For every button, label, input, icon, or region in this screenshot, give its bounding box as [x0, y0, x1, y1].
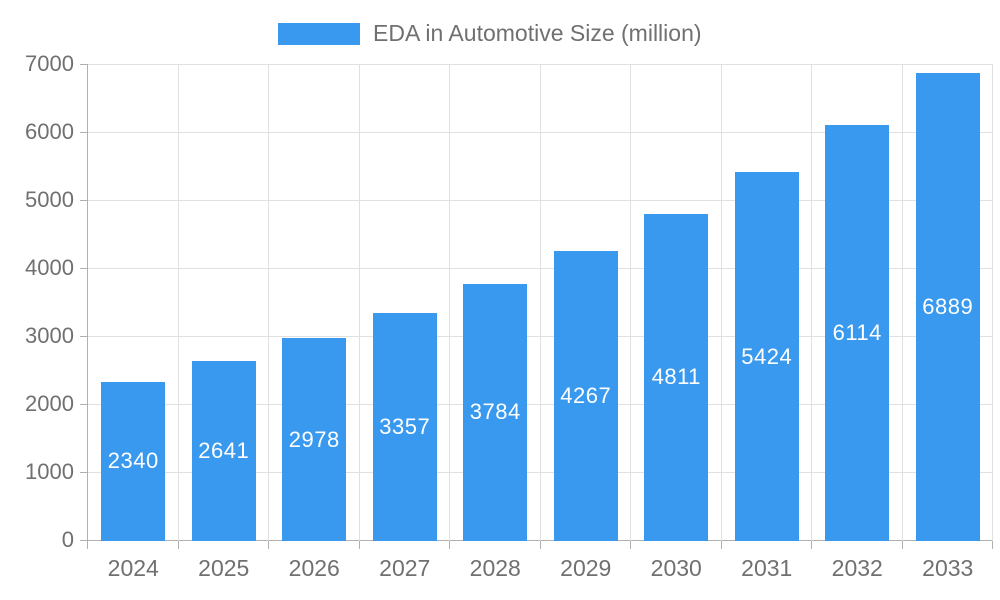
- y-axis-line: [87, 65, 88, 541]
- x-axis-tick-label: 2027: [379, 555, 431, 581]
- bar-value-label: 5424: [741, 343, 793, 369]
- y-axis-tick-label: 5000: [25, 187, 74, 212]
- x-axis-tick: [177, 541, 179, 549]
- y-axis-tick-label: 7000: [25, 51, 74, 76]
- x-axis-tick-label: 2028: [469, 555, 521, 581]
- gridline-vertical: [177, 65, 179, 541]
- y-axis-tick: [80, 200, 88, 201]
- legend-item[interactable]: EDA in Automotive Size (million): [278, 20, 702, 47]
- gridline-vertical: [539, 65, 541, 541]
- gridline-vertical: [449, 65, 450, 541]
- x-axis-tick: [87, 541, 88, 549]
- y-axis-tick: [80, 472, 88, 473]
- x-axis-tick: [720, 541, 722, 549]
- x-axis-tick: [811, 541, 812, 549]
- bar-value-label: 4267: [560, 382, 612, 408]
- bar-2025[interactable]: 2641: [191, 361, 256, 541]
- x-axis-tick-label: 2030: [650, 555, 702, 581]
- x-axis-line: [88, 540, 993, 541]
- bar-2024[interactable]: 2340: [101, 381, 166, 541]
- gridline-horizontal: [88, 200, 993, 201]
- bar-value-label: 2978: [288, 426, 340, 452]
- y-axis-tick: [80, 268, 88, 269]
- gridline-horizontal: [88, 268, 993, 269]
- bar-value-label: 6889: [922, 293, 974, 319]
- x-axis-tick: [901, 541, 903, 549]
- y-axis-tick: [80, 404, 88, 405]
- x-axis-tick-label: 2031: [741, 555, 793, 581]
- x-axis-tick: [992, 541, 993, 549]
- legend-swatch-icon: [278, 22, 360, 45]
- gridline-vertical: [901, 65, 903, 541]
- gridline-vertical: [630, 65, 631, 541]
- x-axis-tick: [268, 541, 269, 549]
- y-axis-tick-label: 6000: [25, 119, 74, 144]
- bar-2031[interactable]: 5424: [734, 172, 799, 541]
- y-axis-tick-label: 3000: [25, 323, 74, 348]
- bar-2027[interactable]: 3357: [372, 312, 437, 541]
- y-axis-tick: [80, 336, 88, 337]
- x-axis-tick-label: 2026: [288, 555, 340, 581]
- x-axis-tick-label: 2029: [560, 555, 612, 581]
- x-axis-tick-label: 2033: [922, 555, 974, 581]
- gridline-vertical: [268, 65, 269, 541]
- y-axis-tick-label: 1000: [25, 459, 74, 484]
- x-axis-tick-label: 2032: [831, 555, 883, 581]
- gridline-vertical: [358, 65, 360, 541]
- gridline-horizontal: [88, 336, 993, 337]
- bar-2026[interactable]: 2978: [282, 338, 347, 541]
- x-axis-tick: [539, 541, 541, 549]
- x-axis-tick: [630, 541, 631, 549]
- y-axis-tick-label: 0: [61, 527, 74, 552]
- x-axis-tick-label: 2025: [198, 555, 250, 581]
- gridline-horizontal: [88, 132, 993, 133]
- x-axis-tick: [358, 541, 360, 549]
- gridline-horizontal: [88, 472, 993, 473]
- bar-2030[interactable]: 4811: [644, 213, 709, 541]
- bar-value-label: 2340: [107, 448, 159, 474]
- bar-2028[interactable]: 3784: [463, 283, 528, 541]
- bar-2032[interactable]: 6114: [825, 125, 890, 541]
- gridline-vertical: [720, 65, 722, 541]
- legend-label: EDA in Automotive Size (million): [373, 20, 702, 46]
- x-axis-tick-label: 2024: [107, 555, 159, 581]
- y-axis-tick-label: 2000: [25, 391, 74, 416]
- y-axis-tick: [80, 64, 88, 65]
- bar-value-label: 2641: [198, 438, 250, 464]
- y-axis-tick: [80, 132, 88, 133]
- y-axis-tick: [80, 540, 88, 541]
- x-axis-tick: [449, 541, 450, 549]
- bar-value-label: 6114: [832, 320, 882, 346]
- bar-value-label: 3357: [379, 413, 431, 439]
- gridline-horizontal: [88, 404, 993, 405]
- gridline-horizontal: [88, 64, 993, 65]
- bar-2029[interactable]: 4267: [553, 250, 618, 541]
- bar-value-label: 3784: [469, 399, 521, 425]
- bar-value-label: 4811: [651, 364, 701, 390]
- gridline-vertical: [811, 65, 812, 541]
- y-axis-tick-label: 4000: [25, 255, 74, 280]
- gridline-vertical: [992, 65, 993, 541]
- bar-2033[interactable]: 6889: [915, 72, 980, 541]
